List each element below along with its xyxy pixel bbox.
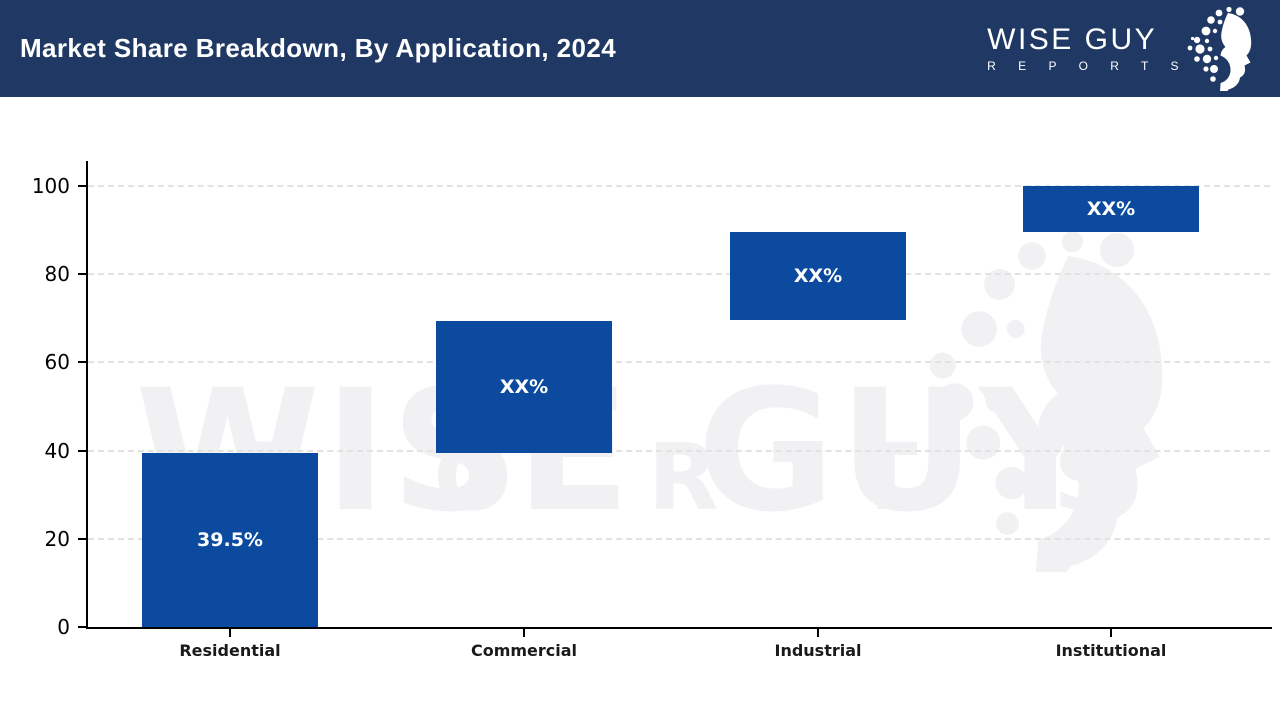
y-tick-label-40: 40 [44, 438, 70, 463]
gridline-20 [88, 537, 1270, 540]
y-tick-label-0: 0 [57, 615, 70, 639]
bar-residential [142, 452, 318, 627]
bar-value-label-residential: 39.5% [197, 528, 263, 551]
y-tick-mark-100 [78, 185, 86, 187]
x-category-label-residential: Residential [179, 641, 281, 660]
bar-value-label-commercial: XX% [499, 375, 549, 398]
gridline-100 [88, 185, 1270, 187]
y-tick-mark-20 [78, 537, 86, 540]
y-tick-mark-60 [78, 361, 86, 364]
header: Market Share Breakdown, By Application, … [0, 0, 1280, 97]
x-tick-mark-residential [229, 629, 231, 637]
y-tick-mark-0 [78, 626, 86, 628]
x-axis-line [86, 627, 1272, 629]
y-tick-mark-80 [78, 273, 86, 276]
watermark-face-profile-icon [929, 231, 1163, 573]
gridline-40 [88, 449, 1270, 452]
x-category-label-institutional: Institutional [1055, 641, 1167, 660]
bar-industrial [730, 232, 906, 321]
y-tick-label-20: 20 [44, 526, 70, 551]
x-tick-mark-institutional [1110, 629, 1112, 637]
gridline-80 [88, 273, 1270, 276]
gridline-60 [88, 361, 1270, 364]
y-tick-label-80: 80 [44, 262, 70, 287]
brand-name: WISE GUY [987, 22, 1158, 56]
x-category-label-commercial: Commercial [470, 641, 578, 660]
bar-value-label-institutional: XX% [1086, 198, 1136, 221]
brand-subtitle: R E P O R T S [987, 58, 1188, 73]
x-tick-mark-commercial [523, 629, 525, 637]
bar-institutional [1023, 186, 1199, 233]
y-tick-label-60: 60 [44, 350, 70, 375]
x-category-label-industrial: Industrial [774, 641, 862, 660]
brand-logo: WISE GUY R E P O R T S [987, 6, 1258, 91]
dotted-face-profile-icon [1187, 6, 1252, 91]
brand-logo-text: WISE GUY R E P O R T S [987, 22, 1188, 73]
bar-value-label-industrial: XX% [793, 265, 843, 288]
x-tick-mark-industrial [817, 629, 819, 637]
bar-commercial [436, 320, 612, 453]
page-title: Market Share Breakdown, By Application, … [20, 33, 617, 63]
y-axis-line [86, 161, 88, 629]
chart-area: WISE GUY P O R T S 0 20 40 60 80 1 [0, 97, 1280, 720]
y-tick-mark-40 [78, 449, 86, 452]
y-tick-label-100: 100 [31, 174, 70, 198]
